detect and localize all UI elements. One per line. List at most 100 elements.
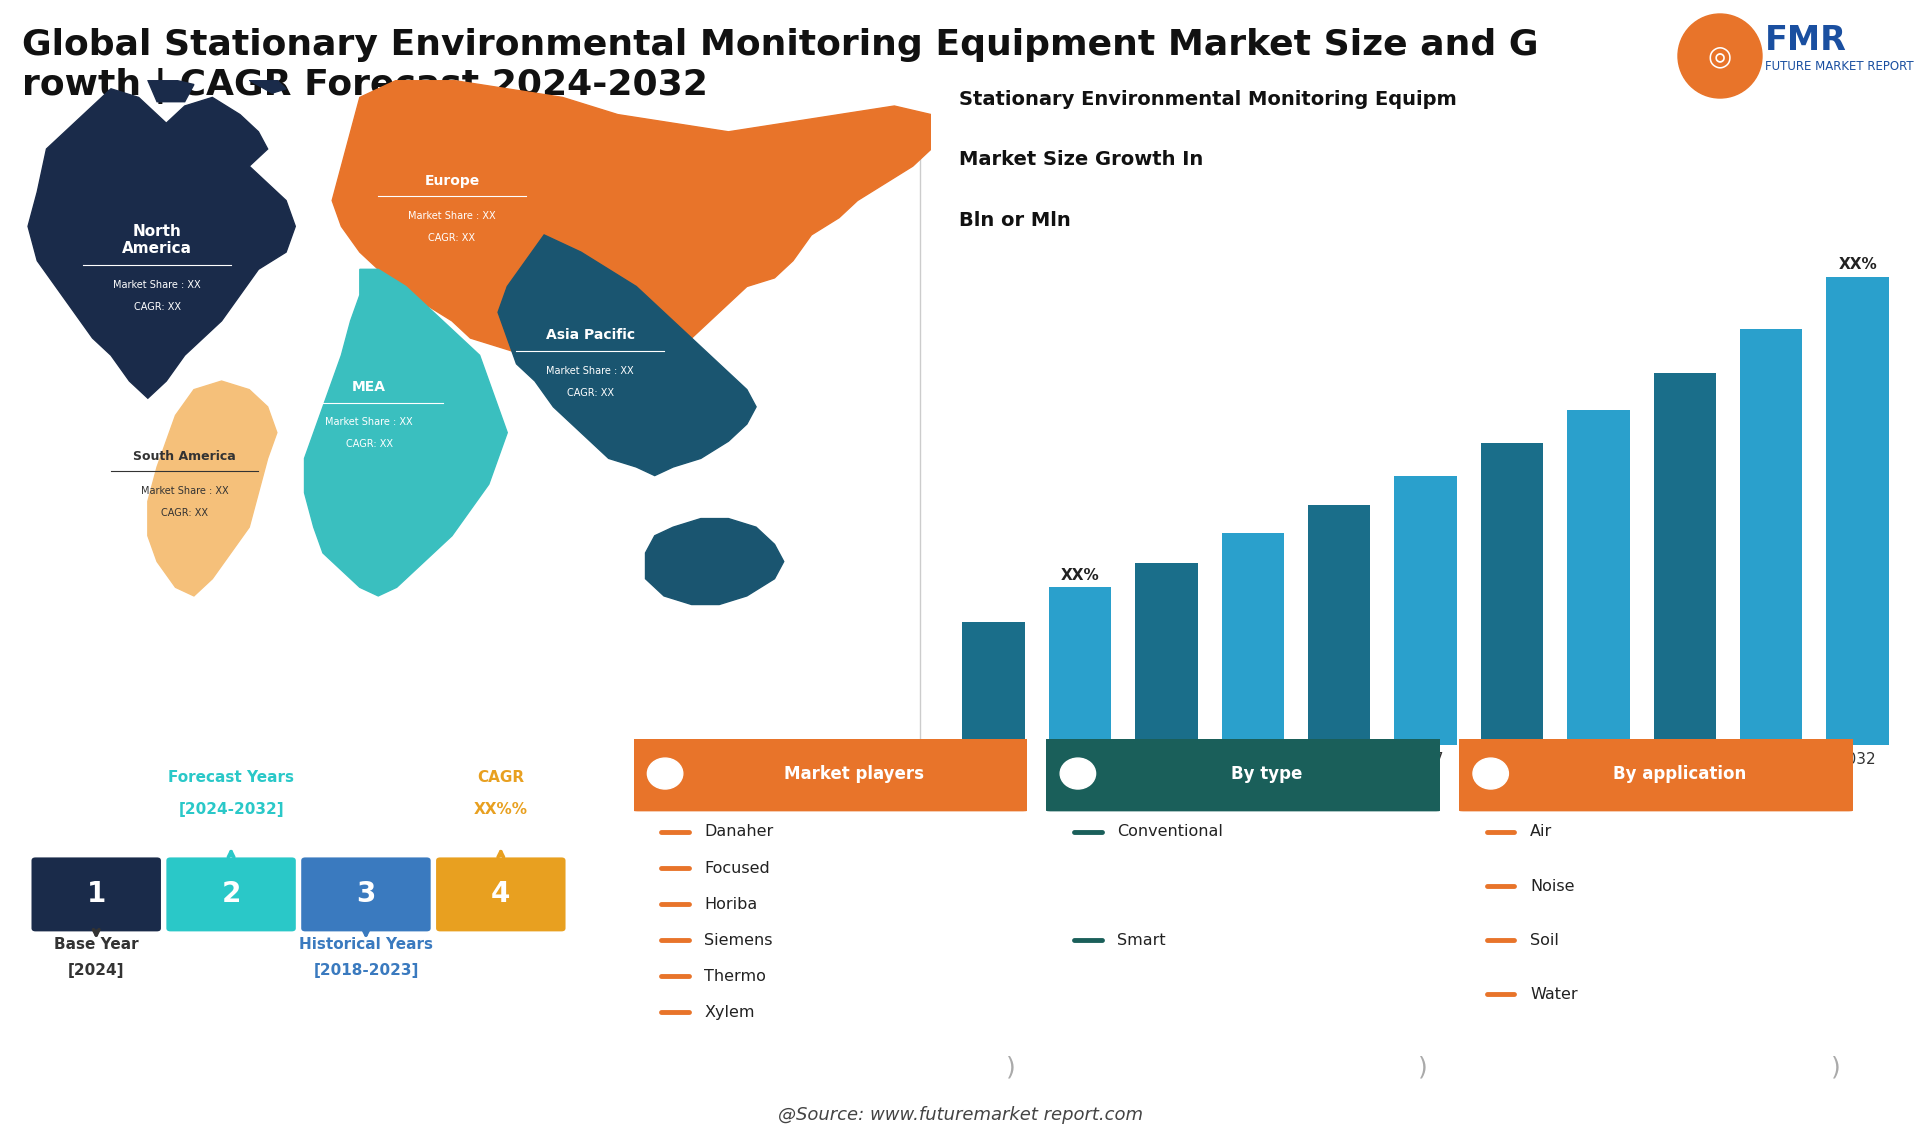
Polygon shape	[497, 235, 756, 476]
Text: Market Share : XX: Market Share : XX	[547, 366, 634, 376]
Text: 2026: 2026	[1319, 752, 1359, 768]
Text: Market Share : XX: Market Share : XX	[113, 280, 202, 290]
Circle shape	[647, 759, 684, 790]
Text: Horiba: Horiba	[705, 896, 758, 912]
Bar	[1221, 533, 1284, 745]
Text: Global Stationary Environmental Monitoring Equipment Market Size and G: Global Stationary Environmental Monitori…	[21, 28, 1538, 62]
Text: Asia Pacific: Asia Pacific	[545, 329, 636, 343]
Text: 1: 1	[86, 880, 106, 909]
Polygon shape	[148, 380, 276, 596]
FancyBboxPatch shape	[1452, 736, 1860, 811]
Text: ): )	[1419, 1055, 1428, 1080]
Text: Europe: Europe	[424, 174, 480, 188]
Text: 2031: 2031	[1751, 752, 1791, 768]
Text: Market Share : XX: Market Share : XX	[324, 417, 413, 427]
Bar	[1567, 410, 1630, 745]
Text: Stationary Environmental Monitoring Equipm: Stationary Environmental Monitoring Equi…	[960, 89, 1457, 109]
Text: ): )	[1006, 1055, 1016, 1080]
Bar	[1394, 477, 1457, 745]
Text: Soil: Soil	[1530, 933, 1559, 948]
Text: CAGR: XX: CAGR: XX	[134, 301, 180, 312]
Text: By application: By application	[1613, 764, 1747, 783]
Text: FMR: FMR	[1764, 24, 1847, 57]
Text: 2024: 2024	[1146, 752, 1187, 768]
Text: Market players: Market players	[783, 764, 924, 783]
Polygon shape	[250, 80, 286, 93]
FancyBboxPatch shape	[167, 857, 296, 932]
Bar	[1048, 587, 1112, 745]
Text: 2025: 2025	[1233, 752, 1273, 768]
Text: Siemens: Siemens	[705, 933, 774, 948]
Text: Air: Air	[1530, 824, 1551, 840]
FancyBboxPatch shape	[1455, 736, 1857, 1086]
Polygon shape	[332, 80, 931, 364]
FancyBboxPatch shape	[301, 857, 430, 932]
Text: Focused: Focused	[705, 861, 770, 876]
Text: Smart: Smart	[1117, 933, 1165, 948]
Text: Thermo: Thermo	[705, 968, 766, 984]
Text: Market Share : XX: Market Share : XX	[409, 211, 495, 221]
Text: 2030: 2030	[1665, 752, 1705, 768]
Text: XX%: XX%	[1837, 258, 1878, 273]
Text: Conventional: Conventional	[1117, 824, 1223, 840]
Text: Forecast Years: Forecast Years	[169, 770, 294, 785]
Text: ◎: ◎	[1709, 42, 1732, 70]
Text: [2024]: [2024]	[67, 963, 125, 979]
FancyBboxPatch shape	[1043, 736, 1444, 1086]
Text: South America: South America	[132, 449, 236, 463]
Polygon shape	[29, 89, 296, 399]
Text: 2: 2	[221, 880, 240, 909]
Text: [2024-2032]: [2024-2032]	[179, 802, 284, 817]
Bar	[1826, 277, 1889, 745]
Text: Market Size Growth In: Market Size Growth In	[960, 150, 1204, 170]
Text: [2018-2023]: [2018-2023]	[313, 963, 419, 979]
Bar	[1308, 504, 1371, 745]
FancyBboxPatch shape	[630, 736, 1031, 1086]
Polygon shape	[305, 269, 507, 596]
Text: CAGR: CAGR	[478, 770, 524, 785]
Text: 2029: 2029	[1578, 752, 1619, 768]
Text: 4: 4	[492, 880, 511, 909]
Text: Historical Years: Historical Years	[300, 937, 432, 952]
Polygon shape	[645, 518, 783, 605]
Bar	[962, 622, 1025, 745]
Text: @Source: www.futuremarket report.com: @Source: www.futuremarket report.com	[778, 1106, 1142, 1124]
Text: By type: By type	[1231, 764, 1302, 783]
Text: Water: Water	[1530, 987, 1578, 1002]
Text: XX%%: XX%%	[474, 802, 528, 817]
Text: CAGR: XX: CAGR: XX	[428, 234, 476, 243]
Text: Xylem: Xylem	[705, 1005, 755, 1020]
Text: XX%: XX%	[1060, 567, 1100, 583]
Text: rowth | CAGR Forecast 2024-2032: rowth | CAGR Forecast 2024-2032	[21, 68, 708, 104]
Text: CAGR: XX: CAGR: XX	[161, 509, 207, 518]
Bar	[1740, 329, 1803, 745]
Text: CAGR: XX: CAGR: XX	[566, 387, 614, 398]
Circle shape	[1678, 14, 1763, 99]
Bar	[1653, 372, 1716, 745]
Text: Danaher: Danaher	[705, 824, 774, 840]
FancyBboxPatch shape	[626, 736, 1035, 811]
Text: 2022: 2022	[973, 752, 1014, 768]
Circle shape	[1473, 759, 1509, 790]
Text: ): )	[1832, 1055, 1841, 1080]
Text: 2027: 2027	[1405, 752, 1446, 768]
Polygon shape	[148, 80, 194, 102]
Text: Base Year: Base Year	[54, 937, 138, 952]
Bar	[1480, 444, 1544, 745]
Text: 2023: 2023	[1060, 752, 1100, 768]
Text: MEA: MEA	[351, 380, 386, 394]
FancyBboxPatch shape	[436, 857, 566, 932]
Text: North
America: North America	[123, 223, 192, 257]
Bar	[1135, 563, 1198, 745]
Text: Noise: Noise	[1530, 879, 1574, 894]
Text: CAGR: XX: CAGR: XX	[346, 439, 392, 449]
Text: 3: 3	[357, 880, 376, 909]
FancyBboxPatch shape	[1039, 736, 1448, 811]
Text: Market Share : XX: Market Share : XX	[140, 486, 228, 496]
Text: 2032: 2032	[1837, 752, 1878, 768]
Text: 2028: 2028	[1492, 752, 1532, 768]
Text: FUTURE MARKET REPORT: FUTURE MARKET REPORT	[1764, 60, 1914, 72]
Circle shape	[1060, 759, 1096, 790]
FancyBboxPatch shape	[31, 857, 161, 932]
Text: Bln or Mln: Bln or Mln	[960, 211, 1071, 230]
